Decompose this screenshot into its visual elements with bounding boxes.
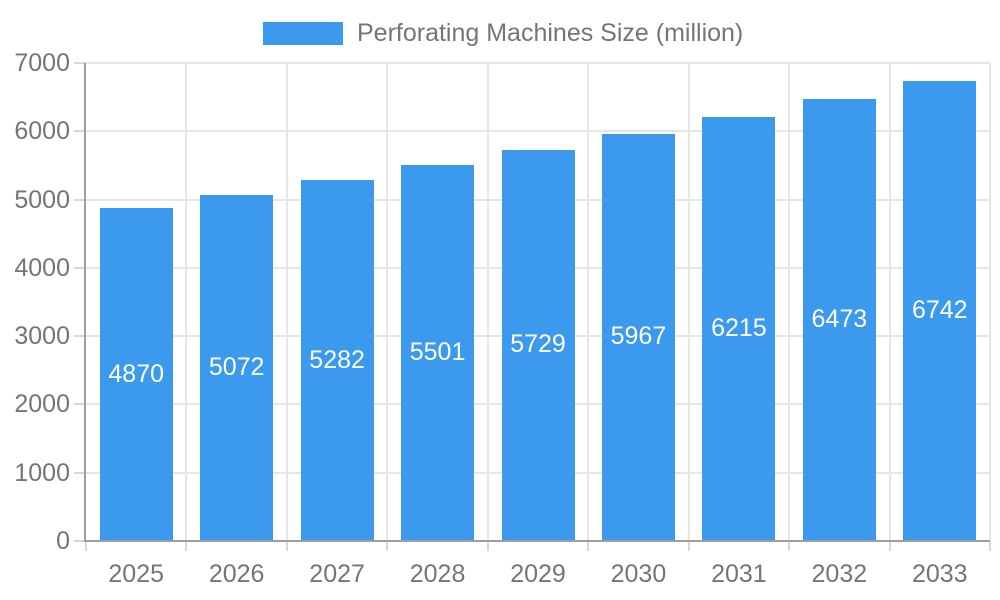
x-axis-tick [285, 541, 288, 551]
bar-value-label: 6473 [811, 304, 868, 333]
x-axis-tick [486, 541, 489, 551]
y-axis-label: 6000 [14, 117, 70, 146]
x-axis-label: 2031 [711, 560, 767, 588]
x-axis-label: 2029 [510, 560, 566, 588]
bar[interactable]: 5501 [401, 165, 475, 540]
x-gridline [989, 63, 991, 541]
bar[interactable]: 5072 [200, 194, 274, 540]
bar[interactable]: 6742 [903, 80, 977, 540]
y-axis-tick [74, 403, 86, 406]
x-gridline [587, 63, 590, 541]
y-axis-label: 2000 [14, 390, 70, 419]
x-gridline [386, 63, 389, 541]
bar[interactable]: 5729 [501, 149, 575, 540]
chart-legend[interactable]: Perforating Machines Size (million) [263, 19, 743, 48]
y-axis-label: 0 [56, 527, 70, 555]
y-axis-line [84, 63, 86, 541]
x-axis-tick [687, 541, 690, 551]
bar[interactable]: 4870 [99, 208, 173, 540]
x-axis-label: 2028 [409, 560, 466, 588]
bar-value-label: 5072 [208, 352, 265, 381]
bar-value-label: 5501 [409, 338, 466, 367]
y-axis-label: 3000 [14, 322, 70, 351]
x-axis-label: 2032 [811, 560, 868, 588]
y-axis-tick [74, 198, 86, 201]
x-gridline [888, 63, 891, 541]
x-gridline [788, 63, 791, 541]
y-axis-label: 4000 [14, 253, 70, 282]
x-axis-tick [788, 541, 791, 551]
y-axis-label: 5000 [14, 185, 70, 214]
x-gridline [285, 63, 288, 541]
x-axis-label: 2030 [610, 560, 667, 588]
bar-value-label: 6215 [711, 313, 767, 342]
x-axis-tick [85, 541, 87, 551]
bar[interactable]: 6215 [702, 116, 776, 540]
legend-swatch [263, 22, 343, 45]
y-gridline [86, 62, 990, 64]
x-axis-label: 2027 [309, 560, 365, 588]
bar[interactable]: 5967 [601, 133, 675, 540]
bar[interactable]: 5282 [300, 180, 374, 540]
x-axis-tick [989, 541, 991, 551]
bar-value-label: 6742 [911, 295, 968, 324]
x-gridline [486, 63, 489, 541]
bar-value-label: 4870 [108, 359, 165, 388]
x-axis-label: 2026 [208, 560, 265, 588]
x-axis-tick [888, 541, 891, 551]
y-axis-tick [74, 335, 86, 338]
legend-label: Perforating Machines Size (million) [357, 19, 744, 47]
x-gridline [185, 63, 188, 541]
y-axis-tick [74, 471, 86, 474]
y-axis-label: 1000 [14, 458, 70, 487]
bar-value-label: 5282 [309, 345, 365, 374]
x-axis-tick [185, 541, 188, 551]
bar-value-label: 5967 [610, 322, 667, 351]
x-axis-tick [587, 541, 590, 551]
x-axis-label: 2025 [108, 560, 165, 588]
x-axis-tick [386, 541, 389, 551]
x-gridline [687, 63, 690, 541]
y-axis-tick [74, 62, 86, 64]
y-axis-tick [74, 540, 86, 542]
y-axis-label: 7000 [14, 49, 70, 77]
bar-value-label: 5729 [510, 330, 566, 359]
y-axis-tick [74, 130, 86, 133]
x-axis-baseline [84, 540, 990, 542]
y-axis-tick [74, 266, 86, 269]
y-gridline [86, 130, 990, 133]
x-axis-label: 2033 [911, 560, 968, 588]
bar[interactable]: 6473 [802, 98, 876, 540]
